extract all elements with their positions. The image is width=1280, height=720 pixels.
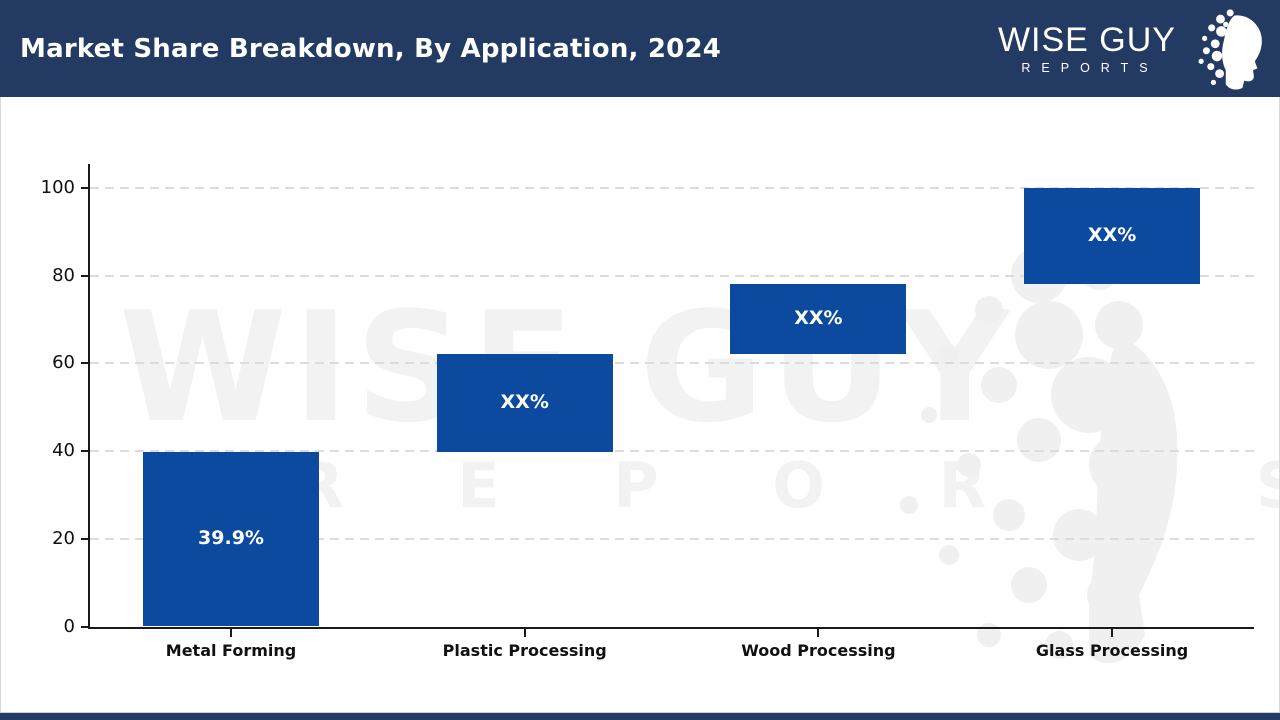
x-label-glass-processing: Glass Processing <box>1035 640 1189 660</box>
bar-label-metal-forming: 39.9% <box>198 527 264 550</box>
header: Market Share Breakdown, By Application, … <box>0 0 1280 97</box>
wiseguy-head-icon <box>1198 8 1262 90</box>
y-tick-40 <box>81 450 90 453</box>
logo-subtitle: REPORTS <box>1021 60 1159 75</box>
wiseguy-logo-text: WISE GUY REPORTS <box>998 23 1176 75</box>
x-label-wood-processing: Wood Processing <box>741 640 896 660</box>
x-label-plastic-processing: Plastic Processing <box>442 640 607 660</box>
bar-glass-processing <box>1024 188 1201 285</box>
y-tick-80 <box>81 274 90 277</box>
bar-wood-processing <box>730 284 907 354</box>
y-axis <box>88 164 90 629</box>
x-tick-wood-processing <box>817 628 820 637</box>
y-tick-label-20: 20 <box>52 527 75 549</box>
y-tick-60 <box>81 362 90 365</box>
wiseguy-logo: WISE GUY REPORTS <box>998 5 1280 93</box>
y-tick-0 <box>81 625 90 628</box>
gridline-60 <box>90 362 1254 365</box>
y-tick-label-100: 100 <box>40 177 75 198</box>
gridline-80 <box>90 274 1254 277</box>
x-tick-glass-processing <box>1111 628 1114 637</box>
watermark-head-icon <box>900 247 1178 664</box>
x-tick-plastic-processing <box>523 628 526 637</box>
x-label-metal-forming: Metal Forming <box>165 640 297 660</box>
bar-metal-forming <box>143 451 319 627</box>
page-title: Market Share Breakdown, By Application, … <box>20 33 722 64</box>
x-tick-metal-forming <box>230 628 232 637</box>
bar-label-glass-processing: XX% <box>1087 224 1137 247</box>
bar-plastic-processing <box>436 353 613 452</box>
y-tick-100 <box>81 187 90 189</box>
chart-area: WISE GUY R E P O R T S 0 20 40 60 80 100 39.9%… <box>0 97 1280 712</box>
y-tick-label-40: 40 <box>52 440 75 462</box>
y-tick-label-60: 60 <box>52 352 75 374</box>
bar-label-plastic-processing: XX% <box>500 390 549 413</box>
gridline-40 <box>90 450 1254 453</box>
y-tick-label-0: 0 <box>63 615 75 637</box>
y-tick-20 <box>81 537 90 540</box>
gridline-100 <box>90 187 1254 189</box>
bar-label-wood-processing: XX% <box>794 307 843 330</box>
logo-wordmark: WISE GUY <box>997 20 1176 59</box>
y-tick-label-80: 80 <box>52 264 75 286</box>
x-axis <box>88 626 1254 629</box>
footer-bar <box>0 712 1280 720</box>
gridline-20 <box>90 537 1254 540</box>
